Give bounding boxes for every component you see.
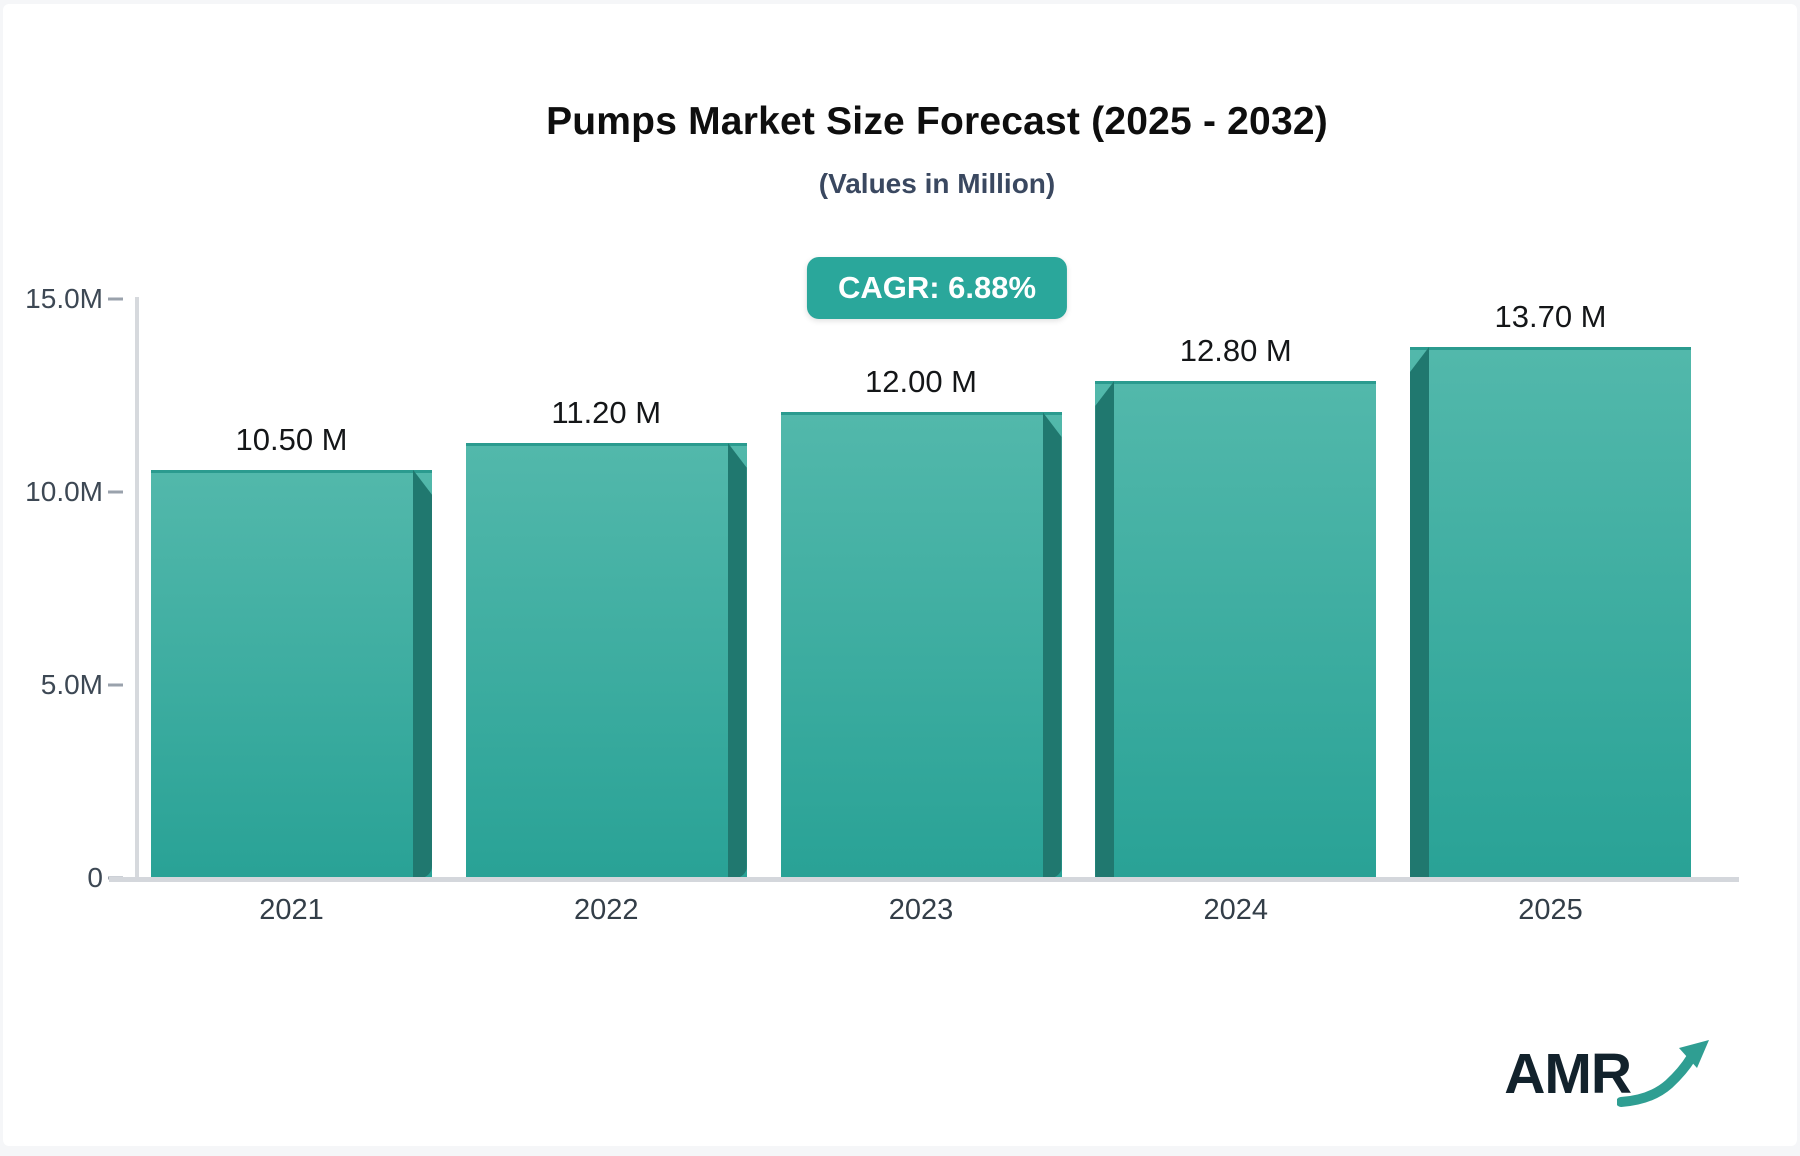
- chart-header: Pumps Market Size Forecast (2025 - 2032)…: [135, 100, 1739, 200]
- bar-2021: [151, 469, 432, 878]
- bar-3d-edge: [727, 442, 747, 878]
- y-tick-label-10m: 10.0M: [25, 475, 103, 507]
- growth-arrow-icon: [1617, 1040, 1709, 1107]
- bar-column-2022: 11.20 M: [465, 299, 747, 878]
- x-tick-label-2025: 2025: [1518, 894, 1583, 926]
- bar-3d-edge: [1042, 411, 1062, 878]
- cagr-badge: CAGR: 6.88%: [806, 257, 1068, 319]
- x-tick-label-2021: 2021: [259, 894, 324, 926]
- y-tick-mark: [108, 297, 123, 301]
- bar-value-label: 12.80 M: [1179, 332, 1292, 368]
- plot-area: CAGR: 6.88% 15.0M 10.0M 5.0M 0 10.50 M 1…: [25, 257, 1739, 926]
- bar-2025: [1410, 347, 1691, 878]
- bar-3d-edge: [1410, 347, 1429, 878]
- bars-row: 10.50 M 11.20 M 12.00 M 12.80 M 13.70 M: [135, 299, 1739, 878]
- bar-3d-edge: [1095, 380, 1115, 878]
- x-axis-labels: 2021 2022 2023 2024 2025: [135, 894, 1739, 927]
- bar-2024: [1095, 380, 1377, 878]
- bar-value-label: 10.50 M: [235, 421, 348, 457]
- bar-2022: [465, 442, 747, 878]
- y-tick-mark: [108, 490, 123, 494]
- chart-title: Pumps Market Size Forecast (2025 - 2032): [546, 100, 1328, 143]
- y-tick-label-15m: 15.0M: [25, 283, 103, 314]
- bar-column-2021: 10.50 M: [151, 299, 432, 878]
- bar-value-label: 13.70 M: [1494, 299, 1607, 334]
- y-axis-line: [135, 297, 139, 878]
- x-tick-label-2022: 2022: [573, 894, 639, 926]
- bar-column-2023: 12.00 M: [780, 299, 1062, 878]
- bar-3d-edge: [413, 469, 432, 878]
- x-tick-label-2023: 2023: [888, 894, 954, 926]
- chart-subtitle: (Values in Million): [818, 168, 1056, 199]
- bar-2023: [780, 411, 1062, 878]
- bar-column-2024: 12.80 M: [1095, 299, 1377, 878]
- bar-column-2025: 13.70 M: [1410, 299, 1691, 878]
- x-tick-label-2024: 2024: [1203, 894, 1268, 926]
- amr-logo: AMR: [1504, 1038, 1717, 1110]
- x-axis-line: [109, 877, 1739, 882]
- bar-value-label: 12.00 M: [864, 363, 977, 399]
- y-tick-label-5m: 5.0M: [40, 669, 103, 700]
- chart-card: Pumps Market Size Forecast (2025 - 2032)…: [3, 4, 1797, 1146]
- amr-logo-text: AMR: [1504, 1042, 1632, 1106]
- y-tick-label-0: 0: [87, 862, 103, 893]
- bar-value-label: 11.20 M: [551, 394, 662, 430]
- y-tick-mark: [108, 683, 123, 687]
